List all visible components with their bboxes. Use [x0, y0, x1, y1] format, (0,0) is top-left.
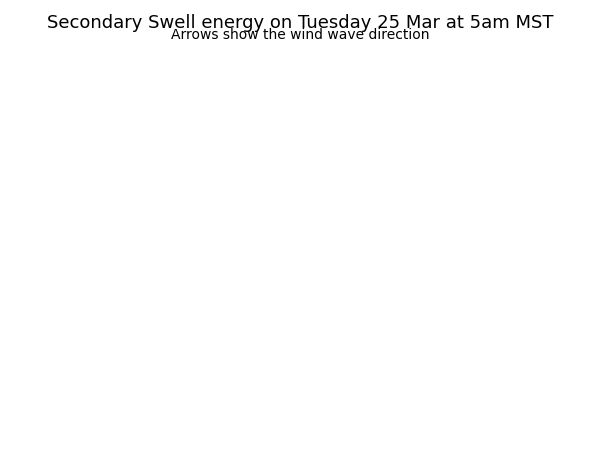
Text: Arrows show the wind wave direction: Arrows show the wind wave direction	[171, 28, 430, 42]
Text: Cartopy not available: Cartopy not available	[225, 252, 376, 266]
Text: Secondary Swell energy on Tuesday 25 Mar at 5am MST: Secondary Swell energy on Tuesday 25 Mar…	[47, 14, 554, 32]
